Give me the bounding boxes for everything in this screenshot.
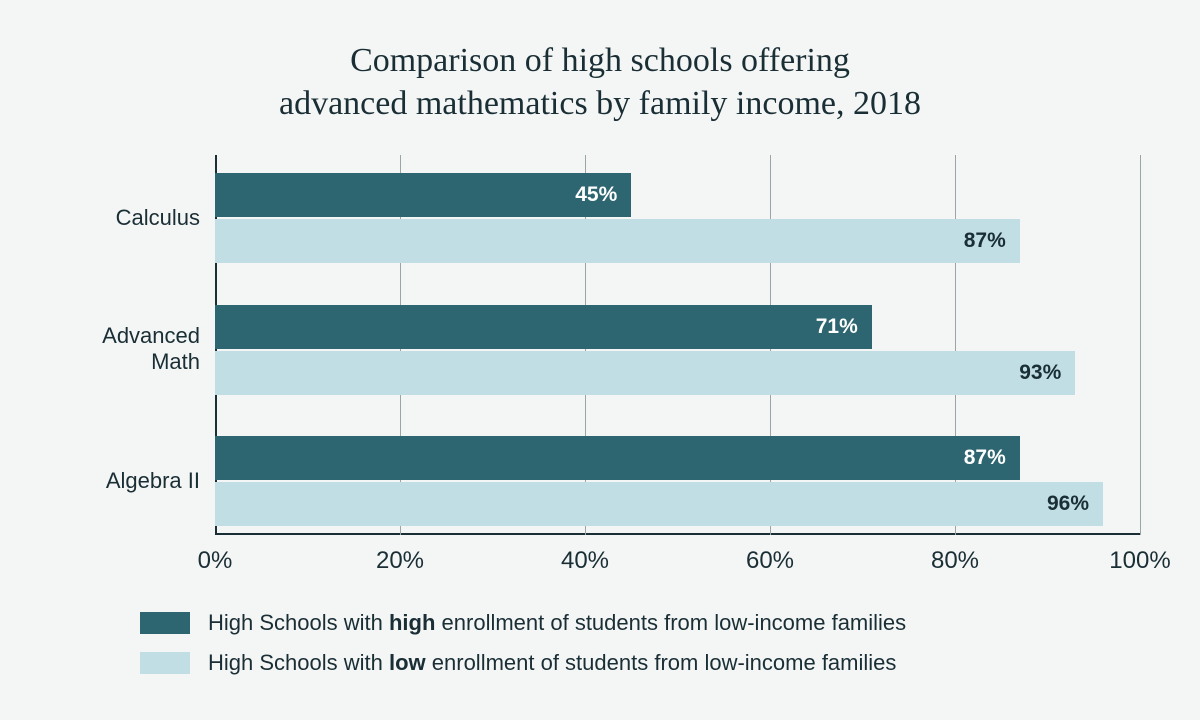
x-axis-line xyxy=(215,533,1140,535)
bar-value-label: 87% xyxy=(964,446,1006,470)
bar-value-label: 71% xyxy=(816,315,858,339)
chart-area: Calculus AdvancedMath Algebra II 45% 87% 71%… xyxy=(60,155,1140,550)
legend-item-high: High Schools with high enrollment of stu… xyxy=(140,610,1140,636)
x-tick-label: 0% xyxy=(198,547,233,575)
legend: High Schools with high enrollment of stu… xyxy=(60,610,1140,690)
legend-swatch-high xyxy=(140,612,190,634)
legend-swatch-low xyxy=(140,652,190,674)
bar-value-label: 87% xyxy=(964,229,1006,253)
x-tick-label: 80% xyxy=(931,547,979,575)
title-line-1: Comparison of high schools offering xyxy=(350,42,850,79)
x-tick-label: 20% xyxy=(376,547,424,575)
bar-low: 87% xyxy=(215,219,1020,263)
category-label: Calculus xyxy=(116,205,200,231)
bar-value-label: 93% xyxy=(1019,361,1061,385)
bar-high: 87% xyxy=(215,436,1020,480)
legend-item-low: High Schools with low enrollment of stud… xyxy=(140,650,1140,676)
bar-low: 96% xyxy=(215,482,1103,526)
x-tick-label: 100% xyxy=(1109,547,1170,575)
gridline xyxy=(1140,155,1141,535)
legend-label-low: High Schools with low enrollment of stud… xyxy=(208,650,896,676)
y-axis-labels: Calculus AdvancedMath Algebra II xyxy=(60,155,215,550)
x-tick-label: 40% xyxy=(561,547,609,575)
legend-label-high: High Schools with high enrollment of stu… xyxy=(208,610,906,636)
x-axis-ticks: 0%20%40%60%80%100% xyxy=(215,547,1140,587)
x-tick-label: 60% xyxy=(746,547,794,575)
bar-value-label: 45% xyxy=(575,183,617,207)
category-label: AdvancedMath xyxy=(102,323,200,376)
bar-low: 93% xyxy=(215,351,1075,395)
bar-high: 71% xyxy=(215,305,872,349)
bar-high: 45% xyxy=(215,173,631,217)
plot-area: 45% 87% 71% 93% 87% 96% xyxy=(215,155,1140,535)
title-line-2: advanced mathematics by family income, 2… xyxy=(279,85,921,122)
bar-value-label: 96% xyxy=(1047,492,1089,516)
chart-container: Comparison of high schools offering adva… xyxy=(0,0,1200,720)
category-label: Algebra II xyxy=(106,468,200,494)
chart-title: Comparison of high schools offering adva… xyxy=(60,40,1140,125)
